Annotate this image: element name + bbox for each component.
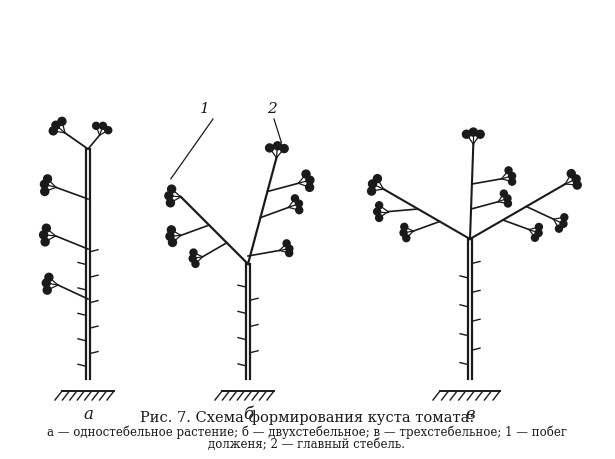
Circle shape [280, 145, 288, 153]
Circle shape [41, 188, 49, 196]
Circle shape [376, 202, 383, 209]
Text: а — одностебельное растение; б — двухстебельное; в — трехстебельное; 1 — побег: а — одностебельное растение; б — двухсте… [47, 425, 567, 438]
Circle shape [560, 221, 567, 228]
Circle shape [169, 239, 177, 247]
Circle shape [505, 168, 512, 174]
Circle shape [306, 184, 314, 192]
Circle shape [401, 224, 408, 231]
Circle shape [376, 215, 383, 222]
Circle shape [501, 190, 507, 198]
Text: долженя; 2 — главный стебель.: долженя; 2 — главный стебель. [208, 437, 405, 450]
Circle shape [105, 128, 112, 134]
Circle shape [39, 231, 47, 239]
Circle shape [166, 233, 174, 241]
Circle shape [190, 250, 197, 257]
Circle shape [58, 118, 66, 126]
Circle shape [296, 207, 303, 214]
Circle shape [567, 170, 575, 178]
Circle shape [100, 123, 106, 130]
Circle shape [400, 230, 407, 237]
Circle shape [374, 209, 381, 216]
Circle shape [504, 196, 511, 202]
Circle shape [286, 246, 293, 252]
Circle shape [535, 230, 542, 237]
Circle shape [295, 201, 303, 207]
Circle shape [462, 131, 470, 139]
Circle shape [45, 274, 53, 282]
Circle shape [373, 175, 381, 183]
Circle shape [572, 175, 580, 184]
Circle shape [41, 238, 49, 246]
Circle shape [274, 142, 282, 151]
Circle shape [266, 145, 274, 152]
Circle shape [283, 241, 290, 247]
Circle shape [509, 173, 515, 180]
Circle shape [368, 188, 376, 196]
Circle shape [286, 250, 293, 257]
Circle shape [504, 201, 512, 207]
Text: б: б [243, 405, 253, 422]
Circle shape [555, 226, 563, 233]
Text: 1: 1 [200, 102, 210, 116]
Circle shape [93, 123, 100, 130]
Text: 2: 2 [267, 102, 277, 116]
Circle shape [469, 129, 477, 137]
Circle shape [168, 186, 176, 194]
Circle shape [167, 226, 175, 235]
Circle shape [192, 261, 199, 268]
Circle shape [167, 199, 175, 207]
Text: Рис. 7. Схема формирования куста томата:: Рис. 7. Схема формирования куста томата: [140, 409, 474, 424]
Circle shape [531, 235, 539, 242]
Circle shape [42, 280, 50, 287]
Circle shape [52, 122, 60, 130]
Text: а: а [83, 405, 93, 422]
Circle shape [49, 128, 57, 135]
Circle shape [44, 175, 52, 184]
Circle shape [536, 224, 542, 231]
Circle shape [403, 235, 410, 242]
Circle shape [368, 180, 376, 189]
Circle shape [43, 286, 51, 295]
Circle shape [42, 225, 50, 233]
Circle shape [573, 182, 581, 190]
Circle shape [189, 256, 196, 263]
Circle shape [509, 179, 515, 186]
Circle shape [306, 177, 314, 185]
Circle shape [302, 171, 310, 179]
Text: в: в [465, 405, 475, 422]
Circle shape [165, 192, 173, 200]
Circle shape [561, 214, 568, 221]
Circle shape [292, 196, 298, 202]
Circle shape [476, 131, 484, 139]
Circle shape [41, 181, 49, 189]
